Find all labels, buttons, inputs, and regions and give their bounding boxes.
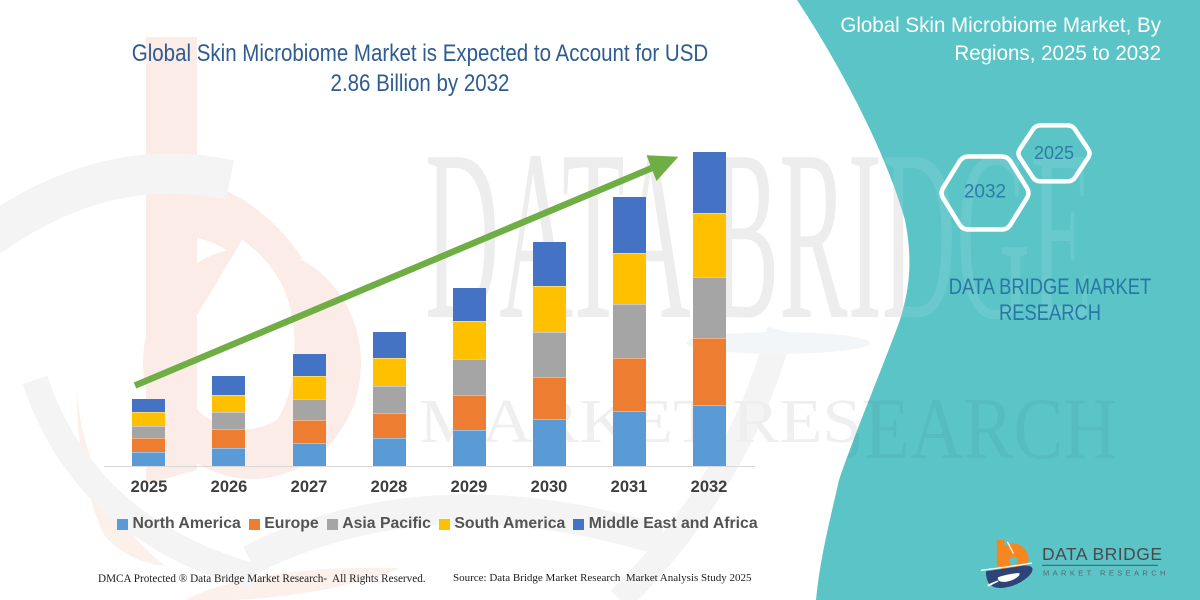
svg-text:2025: 2025 [1034, 143, 1074, 163]
svg-text:2032: 2032 [964, 182, 1006, 203]
svg-text:DATA BRIDGE: DATA BRIDGE [1042, 544, 1163, 564]
svg-text:MARKET RESEARCH: MARKET RESEARCH [1043, 569, 1169, 578]
